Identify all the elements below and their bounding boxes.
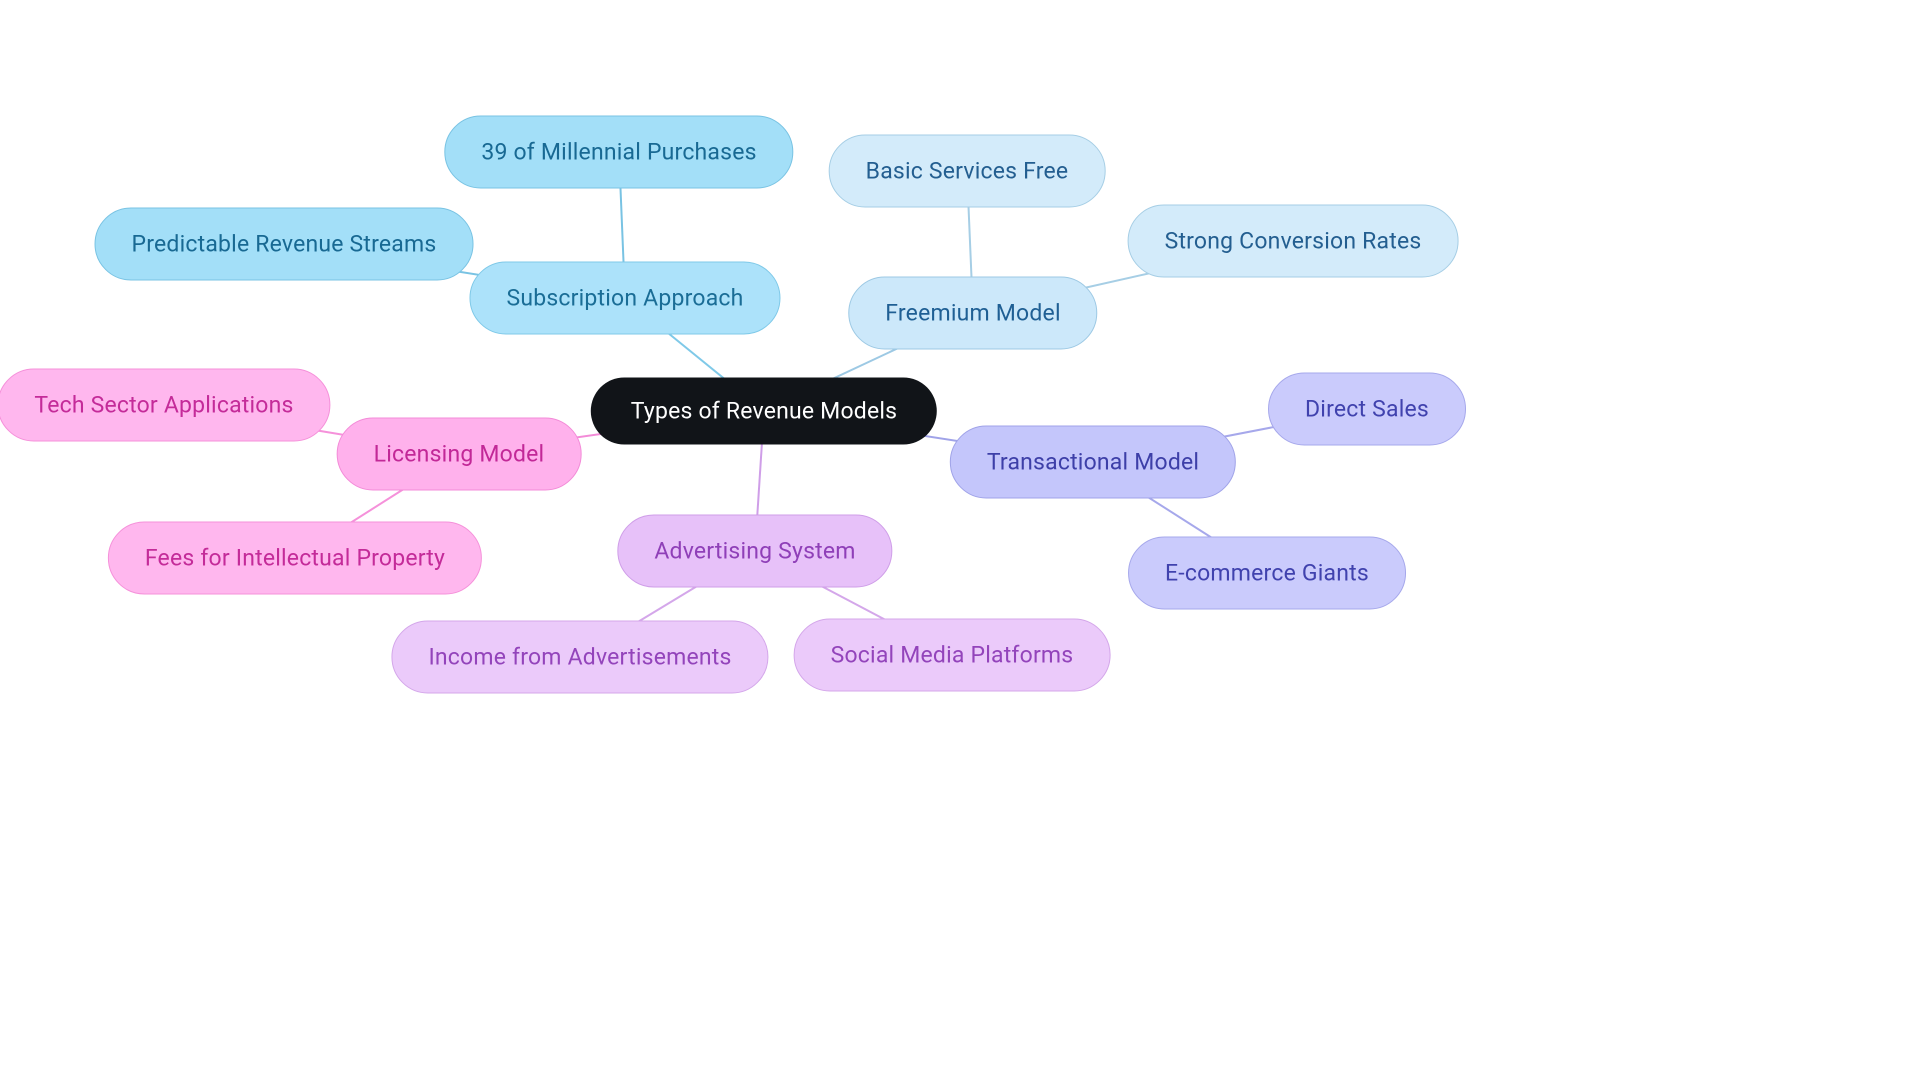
mindmap-node-free-basic: Basic Services Free — [829, 135, 1106, 208]
mindmap-node-licensing: Licensing Model — [337, 418, 582, 491]
mindmap-node-sub-predictable: Predictable Revenue Streams — [95, 208, 474, 281]
mindmap-node-ad-income: Income from Advertisements — [391, 621, 768, 694]
mindmap-node-free-conv: Strong Conversion Rates — [1128, 205, 1459, 278]
mindmap-node-freemium: Freemium Model — [848, 277, 1097, 350]
mindmap-node-lic-tech: Tech Sector Applications — [0, 369, 331, 442]
mindmap-node-subscription: Subscription Approach — [469, 262, 780, 335]
mindmap-node-sub-millennial: 39 of Millennial Purchases — [444, 116, 793, 189]
mindmap-node-tx-ecom: E-commerce Giants — [1128, 537, 1406, 610]
mindmap-node-lic-fees: Fees for Intellectual Property — [108, 522, 482, 595]
mindmap-node-transactional: Transactional Model — [950, 426, 1236, 499]
mindmap-node-root: Types of Revenue Models — [591, 378, 937, 445]
mindmap-node-advertising: Advertising System — [617, 515, 892, 588]
mindmap-node-tx-direct: Direct Sales — [1268, 373, 1466, 446]
mindmap-node-ad-social: Social Media Platforms — [794, 619, 1111, 692]
